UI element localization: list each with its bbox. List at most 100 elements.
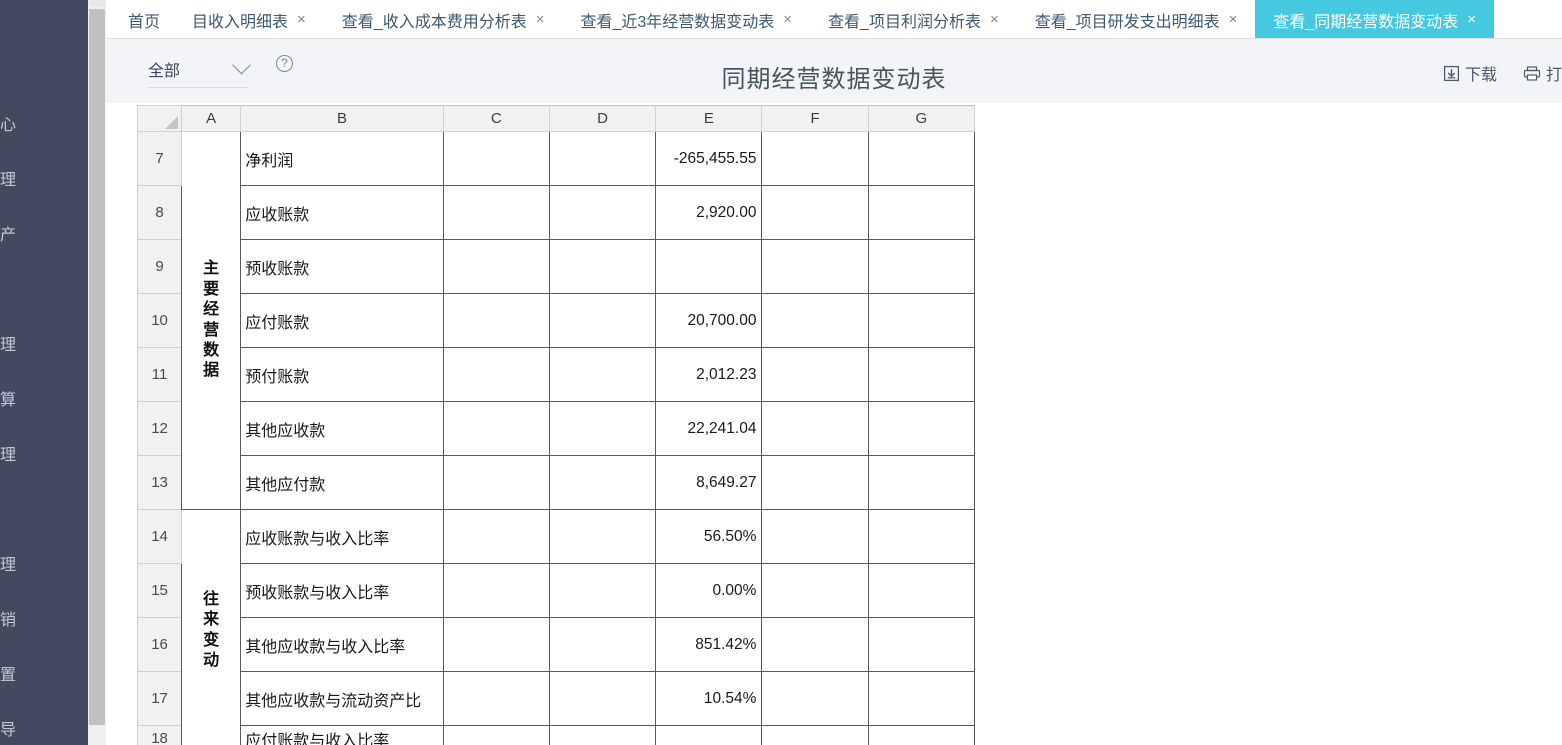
close-icon[interactable]: × [535, 11, 545, 28]
cell-E10[interactable]: 20,700.00 [655, 293, 763, 348]
cell-B10[interactable]: 应付账款 [240, 293, 444, 348]
cell-F12[interactable] [761, 401, 869, 456]
print-button[interactable]: 打 [1523, 61, 1562, 85]
row-header-7[interactable]: 7 [137, 131, 183, 186]
cell-F8[interactable] [761, 185, 869, 240]
row-header-8[interactable]: 8 [137, 185, 183, 240]
cell-G9[interactable] [867, 239, 975, 294]
filter-dropdown[interactable]: 全部 [148, 55, 251, 88]
cell-E18[interactable] [655, 725, 763, 745]
row-header-11[interactable]: 11 [137, 347, 183, 402]
tab-2[interactable]: 查看_收入成本费用分析表 × [324, 0, 563, 38]
cell-B17[interactable]: 其他应收款与流动资产比 [240, 671, 444, 726]
tab-6-active[interactable]: 查看_同期经营数据变动表 × [1255, 0, 1495, 38]
sidebar-item-2[interactable]: 资金管理 [0, 150, 88, 205]
cell-C17[interactable] [442, 671, 550, 726]
cell-F15[interactable] [761, 563, 869, 618]
cell-D11[interactable] [548, 347, 657, 402]
cell-B15[interactable]: 预收账款与收入比率 [240, 563, 444, 618]
cell-B7[interactable]: 净利润 [240, 131, 444, 186]
cell-D8[interactable] [548, 185, 657, 240]
cell-E13[interactable]: 8,649.27 [655, 455, 763, 510]
cell-B8[interactable]: 应收账款 [240, 185, 444, 240]
tab-0[interactable]: 首页 [106, 0, 174, 38]
cell-D14[interactable] [548, 509, 657, 564]
cell-B16[interactable]: 其他应收款与收入比率 [240, 617, 444, 672]
column-header-D[interactable]: D [548, 105, 657, 132]
cell-E17[interactable]: 10.54% [655, 671, 763, 726]
cell-G17[interactable] [867, 671, 975, 726]
cell-B18[interactable]: 应付账款与收入比率 [240, 725, 444, 745]
row-header-18[interactable]: 18 [137, 725, 183, 745]
cell-F13[interactable] [761, 455, 869, 510]
cell-F11[interactable] [761, 347, 869, 402]
select-all-corner[interactable] [137, 105, 183, 132]
close-icon[interactable]: × [1467, 11, 1477, 28]
row-header-17[interactable]: 17 [137, 671, 183, 726]
close-icon[interactable]: × [783, 11, 793, 28]
cell-E9[interactable] [655, 239, 763, 294]
cell-C16[interactable] [442, 617, 550, 672]
cell-F16[interactable] [761, 617, 869, 672]
cell-G13[interactable] [867, 455, 975, 510]
cell-D12[interactable] [548, 401, 657, 456]
cell-F7[interactable] [761, 131, 869, 186]
cell-E11[interactable]: 2,012.23 [655, 347, 763, 402]
help-icon[interactable]: ? [276, 55, 293, 72]
cell-E16[interactable]: 851.42% [655, 617, 763, 672]
cell-G18[interactable] [867, 725, 975, 745]
tab-3[interactable]: 查看_近3年经营数据变动表 × [562, 0, 810, 38]
cell-D15[interactable] [548, 563, 657, 618]
cell-F18[interactable] [761, 725, 869, 745]
cell-D9[interactable] [548, 239, 657, 294]
cell-E7[interactable]: -265,455.55 [655, 131, 763, 186]
cell-D17[interactable] [548, 671, 657, 726]
cell-B13[interactable]: 其他应付款 [240, 455, 444, 510]
sidebar-item-9[interactable]: 档案管理 [0, 535, 88, 590]
sidebar-item-1[interactable]: 报表中心 [0, 95, 88, 150]
row-header-13[interactable]: 13 [137, 455, 183, 510]
cell-C13[interactable] [442, 455, 550, 510]
cell-B9[interactable]: 预收账款 [240, 239, 444, 294]
cell-G8[interactable] [867, 185, 975, 240]
sidebar-item-5[interactable]: 发票管理 [0, 315, 88, 370]
cell-C8[interactable] [442, 185, 550, 240]
cell-D18[interactable] [548, 725, 657, 745]
cell-C18[interactable] [442, 725, 550, 745]
cell-B14[interactable]: 应收账款与收入比率 [240, 509, 444, 564]
row-header-15[interactable]: 15 [137, 563, 183, 618]
cell-D16[interactable] [548, 617, 657, 672]
sidebar-item-11[interactable]: 基础设置 [0, 645, 88, 700]
row-header-10[interactable]: 10 [137, 293, 183, 348]
cell-C12[interactable] [442, 401, 550, 456]
close-icon[interactable]: × [1228, 11, 1238, 28]
sidebar-item-4[interactable]: 工资 [0, 260, 88, 315]
tab-1[interactable]: 目收入明细表 × [174, 0, 324, 38]
sidebar-scrollbar-thumb[interactable] [89, 9, 105, 725]
cell-F14[interactable] [761, 509, 869, 564]
sidebar-item-0[interactable]: 总账 [0, 40, 88, 95]
close-icon[interactable]: × [989, 11, 999, 28]
sidebar-item-12[interactable]: 新手引导 [0, 700, 88, 745]
tab-5[interactable]: 查看_项目研发支出明细表 × [1017, 0, 1256, 38]
row-header-16[interactable]: 16 [137, 617, 183, 672]
column-header-B[interactable]: B [240, 105, 444, 132]
column-header-C[interactable]: C [442, 105, 550, 132]
row-header-9[interactable]: 9 [137, 239, 183, 294]
cell-G12[interactable] [867, 401, 975, 456]
sidebar-item-6[interactable]: 存货核算 [0, 370, 88, 425]
cell-F17[interactable] [761, 671, 869, 726]
group-label-cell[interactable]: 往来变动 [181, 509, 242, 745]
cell-G10[interactable] [867, 293, 975, 348]
column-header-G[interactable]: G [867, 105, 975, 132]
tab-4[interactable]: 查看_项目利润分析表 × [810, 0, 1017, 38]
sidebar-item-7[interactable]: 税务管理 [0, 425, 88, 480]
column-header-E[interactable]: E [655, 105, 763, 132]
cell-D13[interactable] [548, 455, 657, 510]
sidebar-item-10[interactable]: 现场报销 [0, 590, 88, 645]
cell-C7[interactable] [442, 131, 550, 186]
cell-C10[interactable] [442, 293, 550, 348]
cell-E12[interactable]: 22,241.04 [655, 401, 763, 456]
group-label-cell[interactable]: 主要经营数据 [181, 131, 242, 510]
